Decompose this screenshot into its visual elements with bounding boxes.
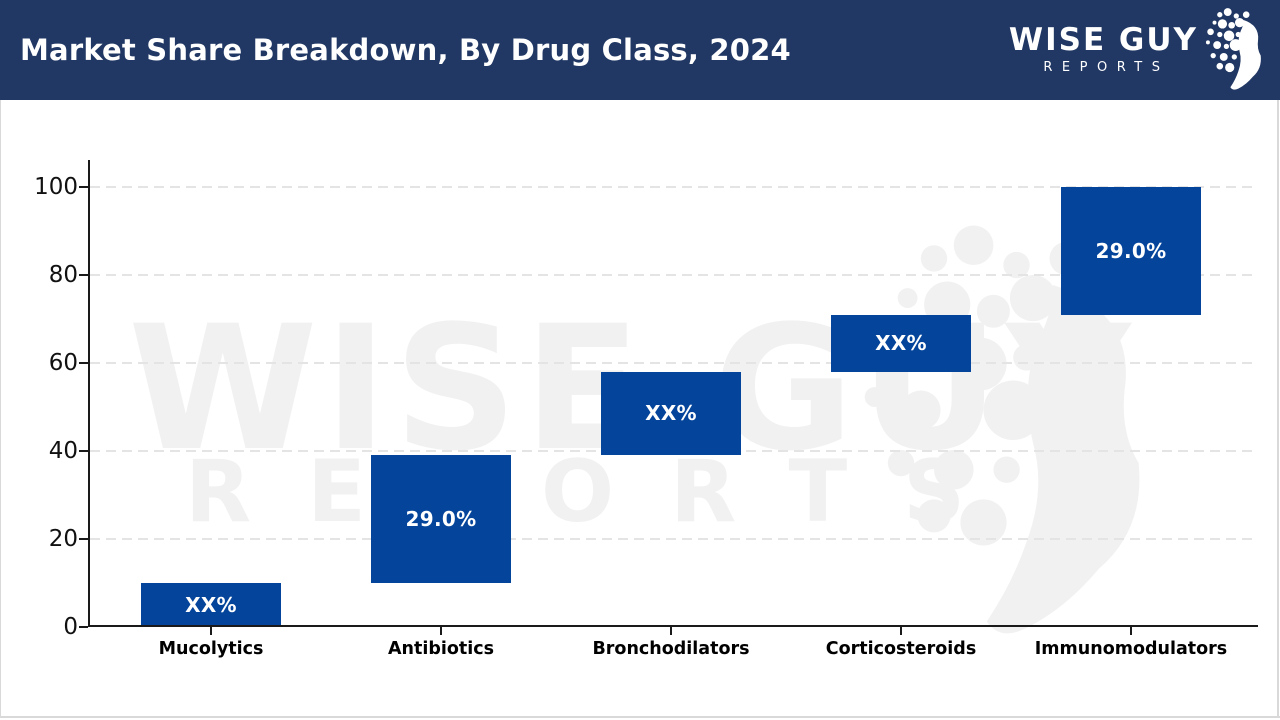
y-tick-label-60: 60	[48, 349, 78, 376]
bar-value-label: XX%	[185, 592, 237, 617]
x-tick-mark-corticosteroids	[900, 627, 902, 635]
x-tick-mark-immunomodulators	[1130, 627, 1132, 635]
x-tick-label-immunomodulators: Immunomodulators	[1034, 639, 1228, 659]
y-tick-label-0: 0	[63, 613, 78, 640]
y-tick-mark-60	[79, 361, 88, 364]
y-tick-mark-80	[79, 273, 88, 276]
bar-segment-bronchodilators: XX%	[601, 371, 741, 456]
gridline-100	[90, 186, 1258, 189]
frame-left-border	[0, 100, 1, 717]
x-tick-label-bronchodilators: Bronchodilators	[592, 639, 750, 659]
bar-value-label: XX%	[645, 401, 697, 426]
logo-wiseguy-text: WISE GUY	[1008, 22, 1198, 58]
y-axis-line	[88, 160, 90, 627]
logo-reports-text: REPORTS	[1043, 60, 1170, 75]
frame-right-border	[1277, 100, 1279, 717]
x-tick-label-corticosteroids: Corticosteroids	[825, 639, 977, 659]
wiseguy-logo: WISE GUY REPORTS	[1009, 8, 1266, 92]
y-tick-label-40: 40	[48, 437, 78, 464]
header-bar: Market Share Breakdown, By Drug Class, 2…	[0, 0, 1280, 100]
gridline-80	[90, 273, 1258, 276]
gridline-60	[90, 361, 1258, 364]
y-tick-mark-0	[79, 625, 88, 628]
y-tick-mark-20	[79, 537, 88, 540]
x-tick-mark-mucolytics	[210, 627, 212, 635]
logo-face-icon	[1205, 8, 1261, 90]
bar-segment-immunomodulators: 29.0%	[1061, 187, 1201, 315]
x-tick-mark-bronchodilators	[670, 627, 672, 635]
watermark-reports-text: REPORTS	[185, 442, 1022, 542]
bar-segment-mucolytics: XX%	[141, 582, 281, 627]
bar-value-label: XX%	[875, 331, 927, 356]
frame-bottom-border	[0, 716, 1280, 718]
x-tick-label-antibiotics: Antibiotics	[387, 639, 495, 659]
y-tick-label-20: 20	[48, 525, 78, 552]
y-tick-label-100: 100	[34, 174, 78, 201]
bar-value-label: 29.0%	[405, 506, 477, 531]
y-tick-label-80: 80	[48, 261, 78, 288]
x-tick-label-mucolytics: Mucolytics	[158, 639, 264, 659]
y-tick-mark-40	[79, 449, 88, 452]
x-axis-line	[88, 625, 1258, 627]
page-title: Market Share Breakdown, By Drug Class, 2…	[20, 33, 791, 67]
gridline-20	[90, 537, 1258, 540]
x-tick-mark-antibiotics	[440, 627, 442, 635]
bar-segment-corticosteroids: XX%	[831, 314, 971, 372]
bar-segment-antibiotics: 29.0%	[371, 455, 511, 583]
y-tick-mark-100	[79, 186, 88, 189]
bar-value-label: 29.0%	[1095, 238, 1167, 263]
